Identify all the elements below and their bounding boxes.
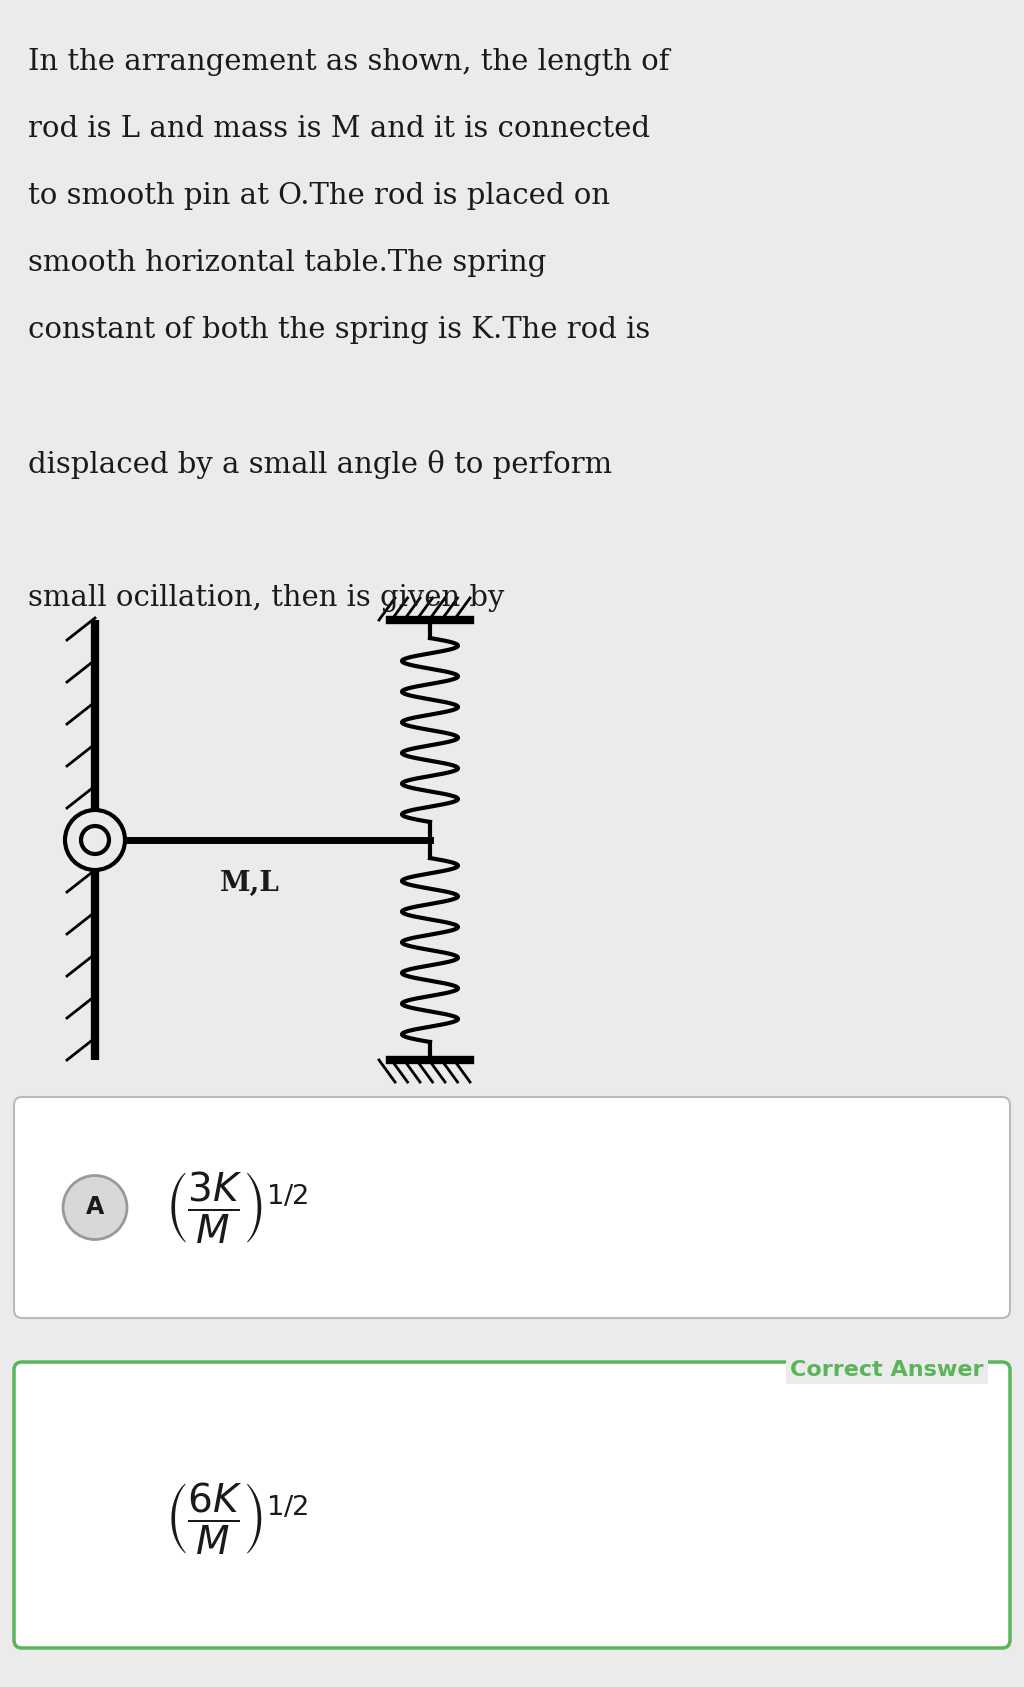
- Text: Correct Answer: Correct Answer: [791, 1360, 984, 1380]
- Text: $\left(\dfrac{6K}{M}\right)^{1/2}$: $\left(\dfrac{6K}{M}\right)^{1/2}$: [165, 1481, 308, 1557]
- Text: smooth horizontal table.The spring: smooth horizontal table.The spring: [28, 250, 546, 277]
- Text: rod is L and mass is M and it is connected: rod is L and mass is M and it is connect…: [28, 115, 650, 143]
- Text: to smooth pin at O.The rod is placed on: to smooth pin at O.The rod is placed on: [28, 182, 610, 209]
- Text: small ocillation, then is given by: small ocillation, then is given by: [28, 584, 505, 612]
- Circle shape: [63, 1176, 127, 1240]
- FancyBboxPatch shape: [14, 1097, 1010, 1318]
- Text: displaced by a small angle θ to perform: displaced by a small angle θ to perform: [28, 450, 612, 479]
- Text: M,L: M,L: [220, 870, 280, 897]
- Text: $\left(\dfrac{3K}{M}\right)^{1/2}$: $\left(\dfrac{3K}{M}\right)^{1/2}$: [165, 1169, 308, 1245]
- Text: In the arrangement as shown, the length of: In the arrangement as shown, the length …: [28, 47, 670, 76]
- FancyBboxPatch shape: [14, 1361, 1010, 1648]
- Circle shape: [65, 810, 125, 870]
- Text: constant of both the spring is K.The rod is: constant of both the spring is K.The rod…: [28, 315, 650, 344]
- Text: A: A: [86, 1196, 104, 1220]
